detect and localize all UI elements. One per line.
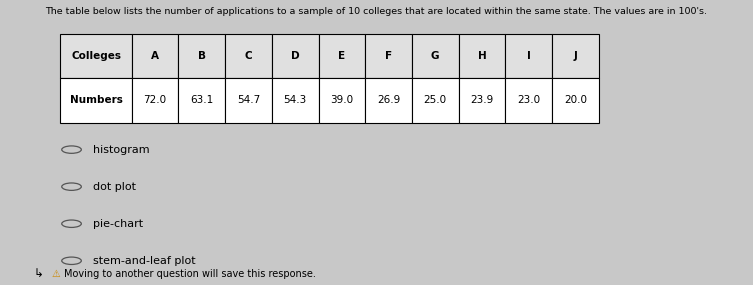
Bar [132, 78, 178, 123]
Text: Moving to another question will save this response.: Moving to another question will save thi… [64, 268, 316, 279]
Text: D: D [291, 51, 300, 61]
Bar [60, 78, 132, 123]
Text: F: F [385, 51, 392, 61]
Text: ↳: ↳ [34, 267, 44, 280]
Bar [412, 34, 459, 78]
Text: G: G [431, 51, 440, 61]
Text: 20.0: 20.0 [564, 95, 587, 105]
Text: E: E [338, 51, 346, 61]
Text: I: I [526, 51, 531, 61]
Text: 25.0: 25.0 [424, 95, 447, 105]
Bar [505, 78, 552, 123]
Bar [178, 78, 225, 123]
Text: histogram: histogram [93, 144, 149, 155]
Bar [459, 34, 505, 78]
Text: J: J [573, 51, 578, 61]
Text: stem-and-leaf plot: stem-and-leaf plot [93, 256, 195, 266]
Text: 39.0: 39.0 [331, 95, 353, 105]
Bar [459, 78, 505, 123]
Bar [178, 34, 225, 78]
Bar [225, 34, 272, 78]
Text: 54.7: 54.7 [237, 95, 260, 105]
Text: Numbers: Numbers [69, 95, 123, 105]
Bar [319, 78, 365, 123]
Bar [272, 78, 319, 123]
Bar [412, 78, 459, 123]
Text: 54.3: 54.3 [284, 95, 306, 105]
Text: A: A [151, 51, 159, 61]
Bar [272, 34, 319, 78]
Text: The table below lists the number of applications to a sample of 10 colleges that: The table below lists the number of appl… [45, 7, 708, 16]
Bar [319, 34, 365, 78]
Text: 23.0: 23.0 [517, 95, 540, 105]
Bar [365, 34, 412, 78]
Bar [365, 78, 412, 123]
Text: pie-chart: pie-chart [93, 219, 143, 229]
Bar [225, 78, 272, 123]
Text: 26.9: 26.9 [377, 95, 400, 105]
Text: B: B [198, 51, 206, 61]
Text: Colleges: Colleges [71, 51, 121, 61]
Bar [132, 34, 178, 78]
Bar [60, 34, 132, 78]
Bar [505, 34, 552, 78]
Text: H: H [477, 51, 486, 61]
Text: 23.9: 23.9 [471, 95, 493, 105]
Text: dot plot: dot plot [93, 182, 136, 192]
Text: ⚠: ⚠ [51, 268, 60, 279]
Bar [552, 78, 599, 123]
Text: C: C [245, 51, 252, 61]
Text: 72.0: 72.0 [144, 95, 166, 105]
Text: 63.1: 63.1 [191, 95, 213, 105]
Bar [552, 34, 599, 78]
